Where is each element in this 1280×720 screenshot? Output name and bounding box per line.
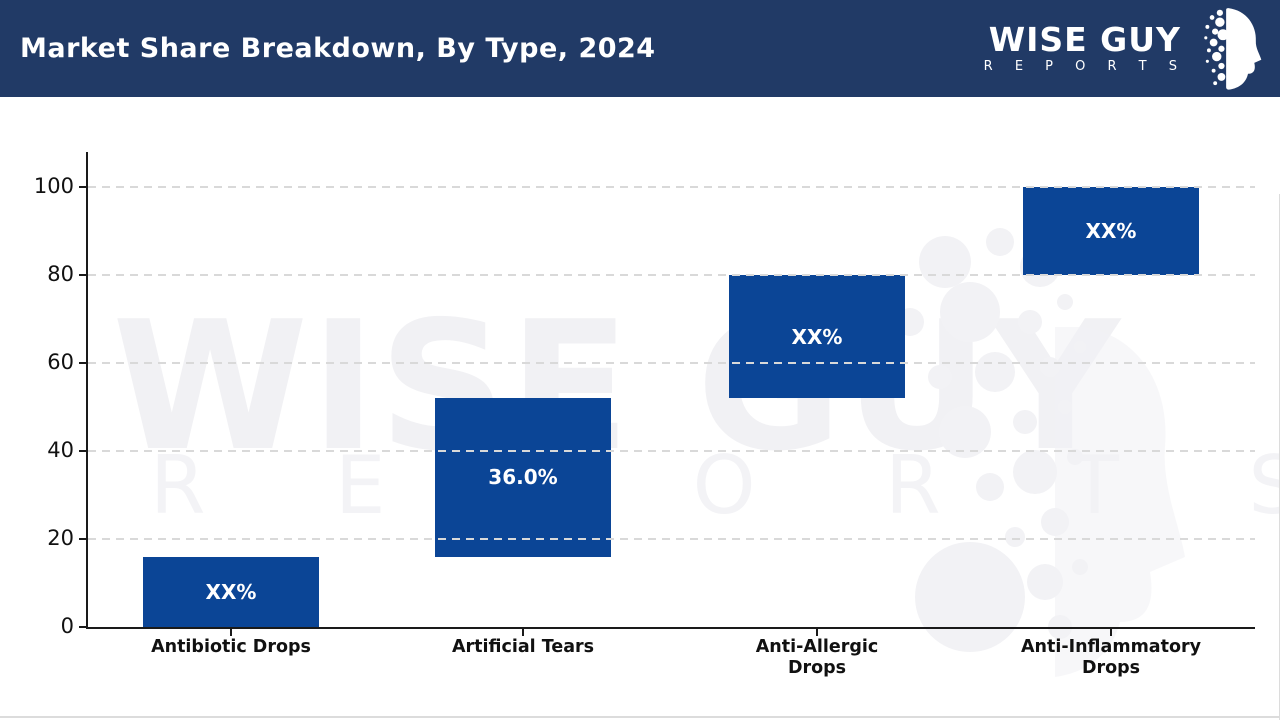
x-axis-label: Antibiotic Drops — [151, 637, 311, 657]
bar-value-label: XX% — [1085, 219, 1137, 243]
bar: XX% — [729, 275, 905, 399]
bar: XX% — [143, 556, 319, 627]
gridline — [88, 450, 1255, 452]
y-tick — [79, 362, 86, 364]
watermark-head-icon — [896, 228, 1185, 677]
x-tick — [1110, 627, 1112, 636]
x-tick — [230, 627, 232, 636]
page-edge-bottom — [0, 716, 1280, 718]
y-tick — [79, 186, 86, 188]
logo-text: WISE GUY R E P O R T S — [983, 19, 1186, 75]
x-tick — [522, 627, 524, 636]
bar: 36.0% — [435, 398, 611, 557]
gridline — [88, 186, 1255, 188]
gridline — [88, 274, 1255, 276]
gridline — [88, 362, 1255, 364]
logo-wordmark: WISE GUY — [988, 19, 1181, 59]
x-axis-label: Anti-Allergic Drops — [755, 637, 879, 678]
y-tick-label: 100 — [33, 174, 74, 198]
y-tick-label: 40 — [47, 438, 74, 462]
bar: XX% — [1023, 187, 1199, 275]
y-tick — [79, 274, 86, 276]
logo-head-icon — [1204, 7, 1262, 90]
bar-value-label: XX% — [791, 324, 843, 349]
x-axis-label: Artificial Tears — [451, 637, 595, 657]
y-tick — [79, 538, 86, 540]
wise-guy-logo: WISE GUY R E P O R T S — [984, 7, 1280, 91]
page-title: Market Share Breakdown, By Type, 2024 — [20, 33, 656, 64]
x-axis-label: Anti-Inflammatory Drops — [1020, 637, 1202, 678]
y-tick-label: 80 — [47, 262, 74, 286]
y-tick-label: 0 — [60, 614, 74, 638]
gridline — [88, 538, 1255, 540]
logo-subtitle: R E P O R T S — [983, 59, 1186, 75]
chart-canvas: WISE GUY R E P O R T S 0 20 40 60 80 100 XX% 36… — [0, 97, 1280, 720]
y-tick — [79, 626, 86, 628]
bar-value-label: XX% — [205, 579, 257, 604]
y-axis-line — [86, 152, 88, 629]
header-bar: Market Share Breakdown, By Type, 2024 WI… — [0, 0, 1280, 97]
y-tick-label: 20 — [47, 526, 74, 550]
bar-value-label: 36.0% — [488, 465, 558, 490]
y-tick-label: 60 — [47, 350, 74, 374]
y-tick — [79, 450, 86, 452]
x-axis-line — [86, 627, 1255, 629]
x-tick — [816, 627, 818, 636]
